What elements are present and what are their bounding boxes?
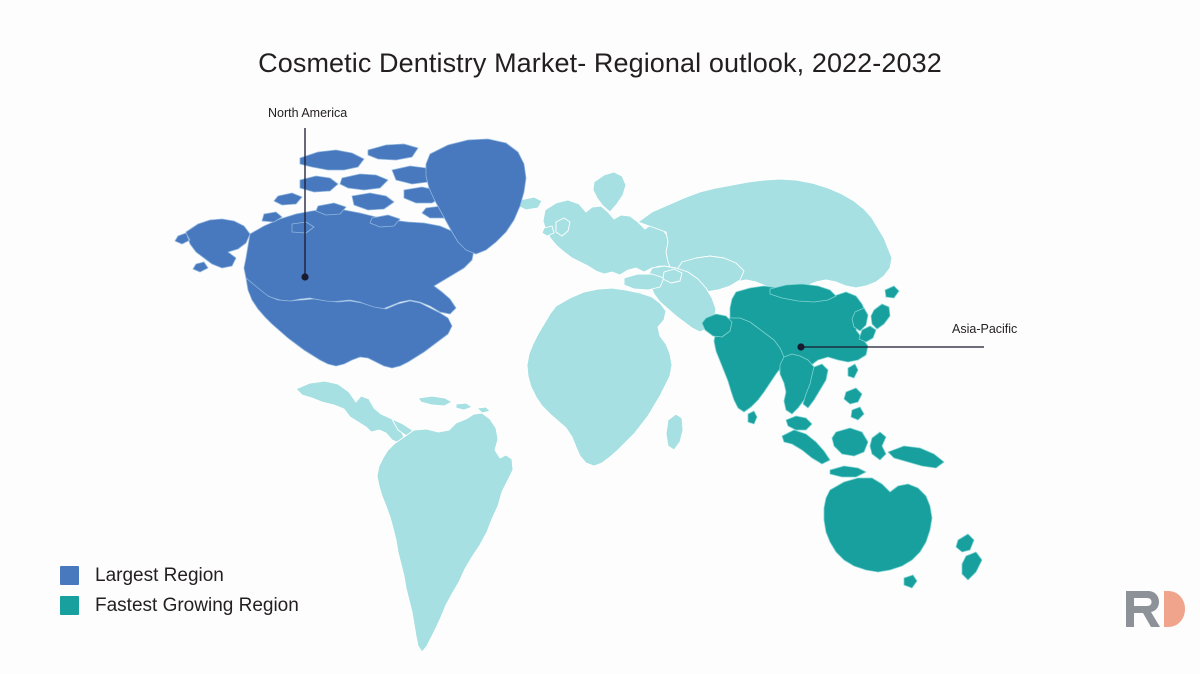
country-mongolia <box>769 283 837 303</box>
country-mexico <box>295 380 405 444</box>
country-new-zealand <box>955 533 983 581</box>
page-title: Cosmetic Dentistry Market- Regional outl… <box>258 48 942 78</box>
map-region-north-america[interactable] <box>174 138 527 369</box>
map-regions-other <box>295 171 893 653</box>
legend: Largest Region Fastest Growing Region <box>60 560 299 620</box>
callout-leaders <box>301 128 984 351</box>
logo-d-icon <box>1164 591 1185 627</box>
country-vietnam <box>802 363 829 409</box>
country-uk-ireland <box>541 217 571 237</box>
callout-label-north-america: North America <box>268 106 348 120</box>
country-japan <box>858 285 900 343</box>
country-java <box>829 465 867 478</box>
island-madagascar <box>665 413 684 451</box>
country-australia <box>823 477 933 573</box>
country-india <box>713 317 785 413</box>
legend-swatch-largest-region <box>60 565 79 585</box>
legend-item-fastest-growing-region[interactable]: Fastest Growing Region <box>60 590 299 620</box>
country-sulawesi <box>869 431 887 461</box>
country-papua-new-guinea <box>887 445 945 469</box>
rd-logo <box>1126 591 1185 627</box>
callout-dot-asia-pacific <box>797 343 805 351</box>
legend-item-largest-region[interactable]: Largest Region <box>60 560 299 590</box>
region-caucasus <box>662 268 683 284</box>
map-region-asia-pacific[interactable] <box>701 283 983 589</box>
country-pakistan <box>701 313 733 338</box>
legend-swatch-fastest-growing-region <box>60 595 79 615</box>
continent-south-america <box>376 412 514 653</box>
region-indochina <box>779 353 819 415</box>
country-taiwan <box>847 363 859 379</box>
country-turkey <box>623 273 665 291</box>
legend-label-fastest-growing-region: Fastest Growing Region <box>95 594 299 616</box>
callout-label-asia-pacific: Asia-Pacific <box>952 322 1018 336</box>
country-tasmania <box>903 574 918 589</box>
region-middle-east <box>648 265 717 333</box>
callout-dot-north-america <box>301 273 309 281</box>
country-borneo <box>831 427 869 457</box>
country-alaska <box>174 218 251 273</box>
country-korea <box>851 307 869 332</box>
country-cuba-caribbean <box>417 395 491 414</box>
country-greenland <box>425 138 527 255</box>
country-united-states <box>245 277 453 369</box>
country-sri-lanka <box>747 410 758 425</box>
country-canada <box>243 208 475 315</box>
logo-r-icon <box>1126 591 1160 627</box>
legend-label-largest-region: Largest Region <box>95 564 224 586</box>
country-malaysia-sumatra <box>781 415 831 465</box>
country-scandinavia <box>592 171 627 213</box>
continent-africa <box>526 287 673 467</box>
country-philippines <box>843 387 865 421</box>
